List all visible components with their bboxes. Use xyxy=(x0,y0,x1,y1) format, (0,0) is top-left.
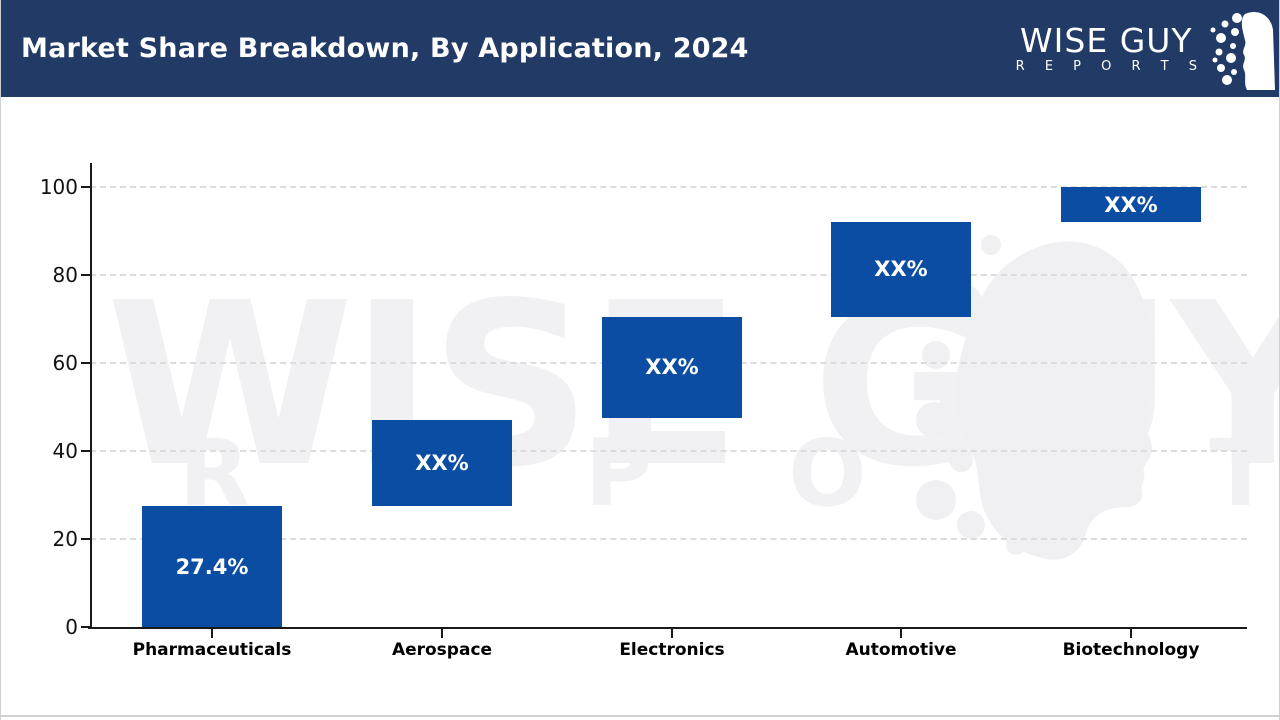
brand-face-icon xyxy=(1210,11,1275,90)
x-tick-mark xyxy=(211,629,213,638)
bar-value-label: XX% xyxy=(1104,192,1158,217)
x-tick-mark xyxy=(671,629,673,638)
x-tick-mark xyxy=(1130,629,1132,638)
y-tick-label: 100 xyxy=(39,175,78,199)
gridline xyxy=(90,186,1247,188)
brand-name: WISE GUY xyxy=(1020,21,1193,60)
x-tick-mark xyxy=(900,629,902,638)
x-tick-label: Biotechnology xyxy=(1062,640,1200,660)
brand-logo-text: WISE GUY R E P O R T S xyxy=(1008,24,1205,73)
x-axis xyxy=(88,627,1247,629)
y-tick-mark xyxy=(81,186,90,188)
x-tick-label: Pharmaceuticals xyxy=(132,640,292,660)
bar: XX% xyxy=(1061,187,1201,223)
brand-logo: WISE GUY R E P O R T S xyxy=(1008,8,1279,90)
y-tick-label: 80 xyxy=(52,263,78,287)
x-tick-label: Automotive xyxy=(845,640,957,660)
y-tick-mark xyxy=(81,362,90,364)
watermark-face-icon xyxy=(916,235,1155,560)
gridline xyxy=(90,274,1247,276)
y-tick-mark xyxy=(81,450,90,452)
y-tick-label: 60 xyxy=(52,351,78,375)
bottom-border xyxy=(1,715,1279,717)
bar: XX% xyxy=(602,316,742,418)
gridline xyxy=(90,538,1247,540)
y-axis xyxy=(90,163,92,629)
y-tick-mark xyxy=(81,274,90,276)
bar-value-label: 27.4% xyxy=(175,554,249,579)
x-tick-mark xyxy=(441,629,443,638)
y-tick-mark xyxy=(81,538,90,540)
bar-value-label: XX% xyxy=(415,451,469,476)
y-tick-label: 0 xyxy=(65,615,78,639)
y-tick-label: 20 xyxy=(52,527,78,551)
gridline xyxy=(90,450,1247,452)
bar-value-label: XX% xyxy=(874,257,928,282)
x-tick-label: Electronics xyxy=(619,640,725,660)
chart-title: Market Share Breakdown, By Application, … xyxy=(21,33,749,64)
header-bar: Market Share Breakdown, By Application, … xyxy=(1,0,1279,97)
bar: XX% xyxy=(372,420,512,506)
brand-subname: R E P O R T S xyxy=(1015,59,1205,74)
bar: XX% xyxy=(831,222,971,317)
y-tick-mark xyxy=(81,626,90,628)
x-tick-label: Aerospace xyxy=(391,640,493,660)
y-tick-label: 40 xyxy=(52,439,78,463)
bar-value-label: XX% xyxy=(645,355,699,380)
bar: 27.4% xyxy=(142,506,282,627)
